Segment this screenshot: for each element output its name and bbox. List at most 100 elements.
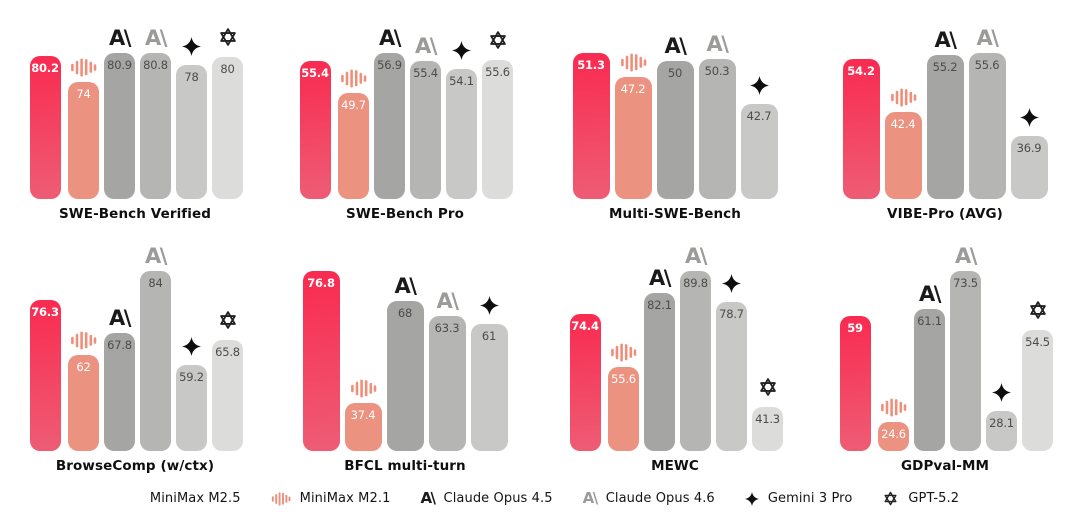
bar-value-label: 76.8 — [307, 276, 335, 290]
bar-claude-opus-4-6: 50.3 — [698, 59, 736, 199]
bar-gemini-3-pro: 28.1 — [986, 411, 1017, 451]
chart-title: SWE-Bench Pro — [346, 206, 464, 222]
bar-column-claude-opus-4-6: A\ 50.3 — [698, 32, 736, 199]
bar-value-label: 54.2 — [847, 64, 875, 78]
bar-column-minimax-m2-1: 37.4 — [344, 379, 382, 451]
bar-minimax-m2-1: 42.4 — [884, 112, 922, 199]
bar-claude-opus-4-6: 84 — [140, 271, 171, 451]
minimax-waveform-icon — [567, 284, 603, 309]
minimax-waveform-icon — [890, 88, 917, 107]
anthropic-logomark-icon: A\ — [415, 34, 437, 59]
bar-gemini-3-pro: 42.7 — [740, 104, 778, 199]
bar-minimax-m2-5: 55.4 — [299, 61, 331, 199]
minimax-waveform-icon — [843, 29, 879, 54]
bar-value-label: 50 — [667, 66, 683, 80]
bar-claude-opus-4-5: 82.1 — [644, 293, 675, 451]
bar-value-label: 61 — [481, 329, 497, 343]
minimax-waveform-icon — [121, 491, 141, 506]
anthropic-logomark-icon: A\ — [934, 28, 957, 53]
chart-group: 80.2 74 A\ 80.9 A\ 80.8 78 80 SWE-Bench Verified — [0, 0, 270, 228]
bar-value-label: 56.9 — [377, 58, 402, 72]
bar-minimax-m2-1: 74 — [68, 82, 99, 199]
bars-area: 59 24.6 A\ 61.1 A\ 73.5 28.1 54.5 — [837, 237, 1053, 451]
bar-claude-opus-4-6: 55.6 — [968, 53, 1006, 199]
bar-column-gpt-5-2: 55.6 — [482, 29, 513, 199]
minimax-waveform-icon — [880, 398, 907, 417]
bar-column-claude-opus-4-6: A\ 80.8 — [140, 26, 171, 199]
minimax-waveform-icon — [27, 270, 63, 295]
chart-title: Multi-SWE-Bench — [609, 206, 741, 222]
anthropic-logomark-icon: A\ — [394, 274, 417, 299]
gemini-star-icon — [749, 76, 769, 95]
bar-minimax-m2-5: 76.3 — [29, 300, 61, 451]
anthropic-logomark-icon: A\ — [664, 34, 687, 59]
chart-title: BrowseComp (w/ctx) — [55, 458, 215, 474]
bars-area: 51.3 47.2 A\ 50 A\ 50.3 42.7 — [572, 7, 778, 199]
bar-value-label: 55.6 — [974, 58, 1000, 72]
bar-minimax-m2-5: 80.2 — [29, 56, 61, 199]
openai-logo-icon — [217, 309, 239, 331]
bar-column-minimax-m2-1: 47.2 — [614, 53, 652, 199]
bar-value-label: 24.6 — [881, 427, 906, 441]
bar-claude-opus-4-5: 68 — [386, 301, 424, 451]
bar-column-minimax-m2-1: 62 — [68, 331, 99, 451]
gemini-star-icon — [1019, 108, 1039, 127]
bar-value-label: 59 — [847, 321, 863, 335]
gemini-star-icon — [744, 491, 759, 506]
bars-area: 55.4 49.7 A\ 56.9 A\ 55.4 54.1 55.6 — [297, 7, 513, 199]
bar-column-claude-opus-4-5: A\ 61.1 — [914, 284, 945, 451]
legend-label: Claude Opus 4.6 — [605, 491, 715, 506]
bar-value-label: 55.6 — [611, 372, 636, 386]
bar-value-label: 51.3 — [577, 58, 605, 72]
bar-column-claude-opus-4-5: A\ 82.1 — [644, 268, 675, 451]
bar-value-label: 55.4 — [413, 66, 438, 80]
anthropic-logomark-icon: A\ — [955, 244, 977, 269]
anthropic-logomark-icon: A\ — [706, 32, 729, 57]
charts-grid: 80.2 74 A\ 80.9 A\ 80.8 78 80 SWE-Bench Verified… — [0, 0, 1053, 480]
legend-item-minimax-m2-5: MiniMax M2.5 — [121, 491, 241, 506]
bar-gemini-3-pro: 78 — [176, 65, 207, 199]
bar-column-claude-opus-4-6: A\ 84 — [140, 246, 171, 451]
bar-value-label: 62 — [76, 360, 91, 374]
bar-value-label: 89.8 — [683, 276, 708, 290]
bar-column-minimax-m2-1: 74 — [68, 58, 99, 199]
anthropic-logomark-icon: A\ — [145, 26, 167, 51]
bar-claude-opus-4-6: 73.5 — [950, 271, 981, 451]
bar-value-label: 36.9 — [1016, 141, 1042, 155]
legend-label: MiniMax M2.1 — [299, 491, 391, 506]
openai-logo-icon — [487, 29, 509, 51]
bar-minimax-m2-1: 24.6 — [878, 422, 909, 451]
anthropic-logomark-icon: A\ — [685, 244, 707, 269]
bar-gpt-5-2: 41.3 — [752, 407, 783, 451]
bar-value-label: 47.2 — [620, 82, 646, 96]
bar-column-minimax-m2-5: 59 — [837, 286, 873, 451]
anthropic-logomark-icon: A\ — [582, 488, 599, 507]
bar-column-minimax-m2-1: 55.6 — [608, 343, 639, 451]
bar-column-claude-opus-4-5: A\ 55.2 — [926, 28, 964, 199]
bar-value-label: 49.7 — [341, 98, 366, 112]
bar-column-claude-opus-4-6: A\ 63.3 — [428, 291, 466, 451]
bar-value-label: 80.9 — [107, 58, 132, 72]
legend-item-minimax-m2-1: MiniMax M2.1 — [271, 491, 391, 506]
bar-column-minimax-m2-5: 54.2 — [842, 29, 880, 199]
minimax-waveform-icon — [303, 241, 339, 266]
bar-gemini-3-pro: 36.9 — [1010, 136, 1048, 199]
chart-group: 76.3 62 A\ 67.8 A\ 84 59.2 65.8 BrowseComp (w/ct… — [0, 228, 270, 480]
bar-column-minimax-m2-1: 24.6 — [878, 398, 909, 451]
openai-logo-icon — [757, 376, 779, 398]
bar-minimax-m2-1: 55.6 — [608, 367, 639, 451]
bar-value-label: 67.8 — [107, 338, 132, 352]
bar-column-claude-opus-4-6: A\ 55.6 — [968, 28, 1006, 199]
bar-column-minimax-m2-1: 42.4 — [884, 88, 922, 199]
minimax-waveform-icon — [70, 331, 97, 350]
gemini-star-icon — [992, 383, 1011, 402]
bar-column-minimax-m2-5: 76.3 — [27, 270, 63, 451]
bar-minimax-m2-1: 49.7 — [338, 93, 369, 199]
minimax-waveform-icon — [297, 31, 333, 56]
anthropic-logomark-icon: A\ — [109, 26, 131, 51]
bars-area: 54.2 42.4 A\ 55.2 A\ 55.6 36.9 — [842, 7, 1048, 199]
chart-group: 76.8 37.4 A\ 68 A\ 63.3 61 BFCL multi-turn — [270, 228, 540, 480]
bar-value-label: 54.5 — [1025, 335, 1050, 349]
bar-gemini-3-pro: 61 — [470, 324, 508, 451]
bars-area: 76.8 37.4 A\ 68 A\ 63.3 61 — [302, 237, 508, 451]
